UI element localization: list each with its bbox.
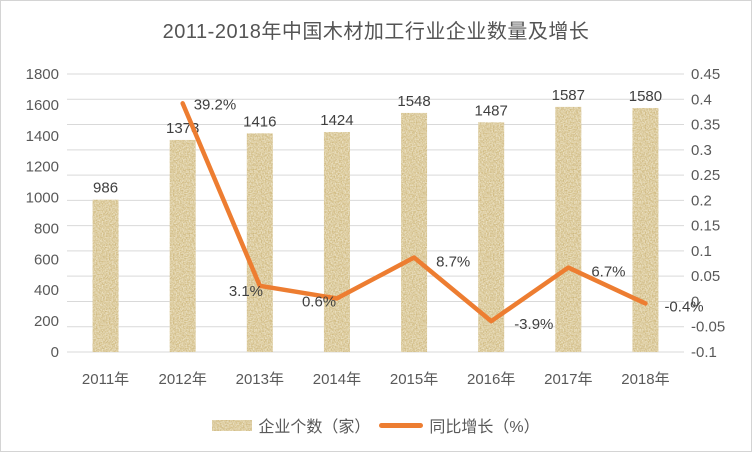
bar-series	[92, 106, 659, 352]
bar-value-label: 1424	[320, 112, 353, 129]
left-axis-tick-label: 1800	[26, 66, 59, 83]
line-value-label: 0.6%	[302, 293, 336, 310]
gridlines	[67, 73, 684, 353]
left-axis-tick-label: 1400	[26, 128, 59, 145]
right-axis-tick-label: 0.15	[691, 218, 720, 235]
chart-legend: 企业个数（家） 同比增长（%）	[1, 413, 751, 437]
bar-value-label: 1587	[552, 87, 585, 104]
bar-value-label: 1548	[397, 93, 430, 110]
right-axis-tick-label: 0.35	[691, 117, 720, 134]
x-axis-label: 2018年	[621, 371, 669, 388]
left-axis-tick-label: 1000	[26, 190, 59, 207]
line-value-label: -0.4%	[664, 298, 703, 315]
left-axis-tick-label: 1200	[26, 159, 59, 176]
line-value-label: 3.1%	[229, 283, 263, 300]
bar	[169, 139, 196, 352]
right-axis-tick-label: 0.3	[691, 142, 712, 159]
bar	[401, 112, 428, 352]
line-series-swatch-icon	[379, 422, 424, 428]
bar-value-label: 1580	[629, 88, 662, 105]
line-value-label: 6.7%	[591, 264, 625, 281]
bar	[246, 133, 273, 352]
bar	[323, 132, 350, 352]
x-axis-label: 2011年	[82, 371, 129, 388]
legend-line-label: 同比增长（%）	[429, 419, 540, 436]
right-axis-tick-label: -0.05	[691, 319, 725, 336]
line-value-label: 39.2%	[194, 96, 237, 113]
right-axis-tick-label: -0.1	[691, 344, 717, 361]
legend-bar-label: 企业个数（家）	[258, 419, 371, 436]
right-axis-tick-label: 0	[691, 293, 699, 310]
legend-item-bar-series: 企业个数（家）	[212, 413, 370, 437]
x-axis-label: 2012年	[159, 371, 207, 388]
left-axis-tick-label: 0	[51, 344, 59, 361]
x-axis-label: 2014年	[313, 371, 361, 388]
bar-series-swatch-icon	[212, 419, 253, 431]
right-axis-tick-label: 0.05	[691, 268, 720, 285]
growth-line	[180, 101, 648, 324]
left-axis-tick-label: 800	[34, 220, 59, 237]
axis-tick-labels: 1800 1600 1400 1200 1000 800 600 400 200 0 0.45 0.4…	[26, 66, 726, 361]
line-value-labels: 39.2% 3.1% 0.6% 8.7% -3.9% 6.7% -0.4%	[194, 96, 704, 333]
legend-item-line-series: 同比增长（%）	[379, 413, 540, 437]
bar	[92, 199, 119, 352]
chart-title: 2011-2018年中国木材加工行业企业数量及增长	[162, 21, 590, 43]
x-axis-labels: 2011年 2012年 2013年 2014年 2015年 2016年 2017年 2018年	[82, 371, 670, 388]
right-axis-tick-label: 0.25	[691, 167, 720, 184]
right-axis-tick-label: 0.1	[691, 243, 712, 260]
x-axis-label: 2013年	[236, 371, 284, 388]
line-value-label: 8.7%	[436, 253, 470, 270]
right-axis-tick-label: 0.2	[691, 192, 712, 209]
bar-value-label: 986	[93, 180, 118, 197]
bar-value-label: 1416	[243, 113, 276, 130]
x-axis-label: 2017年	[544, 371, 592, 388]
line-series	[180, 101, 648, 324]
x-axis-label: 2016年	[467, 371, 515, 388]
left-axis-tick-label: 400	[34, 282, 59, 299]
left-axis-tick-label: 200	[34, 313, 59, 330]
right-axis-tick-label: 0.45	[691, 66, 720, 83]
right-axis-tick-label: 0.4	[691, 91, 712, 108]
bar	[555, 106, 582, 352]
line-value-label: -3.9%	[514, 316, 553, 333]
left-axis-tick-label: 600	[34, 251, 59, 268]
bar	[632, 107, 659, 352]
bar-value-label: 1487	[475, 102, 508, 119]
left-axis-tick-label: 1600	[26, 97, 59, 114]
x-axis-label: 2015年	[390, 371, 438, 388]
